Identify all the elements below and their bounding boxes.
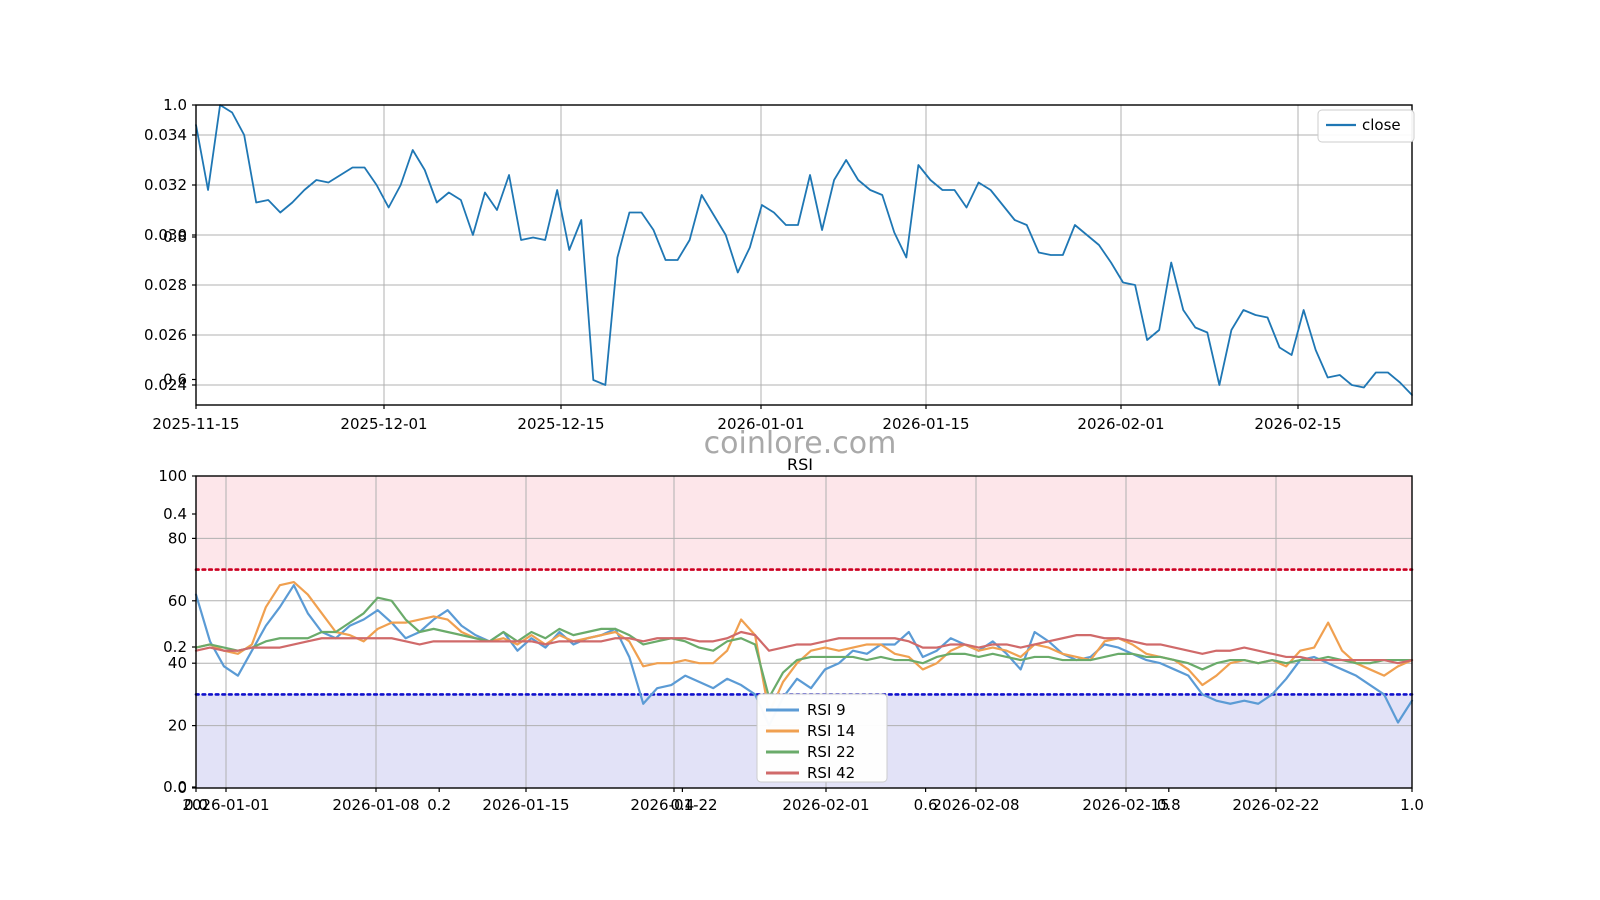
rsi-y-tick-label: 80 bbox=[168, 529, 187, 547]
rsi-y-tick-label: 40 bbox=[168, 654, 187, 672]
rsi-y-axis-ticks: 0 20 40 60 80 100 bbox=[158, 467, 196, 797]
rsi-plot-border bbox=[195, 475, 1413, 789]
price-x-tick-label: 2025-11-15 bbox=[152, 415, 239, 433]
rsi-y-tick-label: 0 bbox=[177, 779, 187, 797]
rsi-threshold-bands bbox=[196, 476, 1412, 788]
rsi-y-axis-ticks-secondary: 0.4 0.2 0.0 bbox=[163, 505, 196, 796]
legend-box[interactable] bbox=[1317, 109, 1415, 143]
rsi-y-tick-label: 20 bbox=[168, 717, 187, 735]
price-plot-border bbox=[195, 104, 1413, 406]
legend-label-close: close bbox=[1362, 116, 1401, 134]
rsi-x-axis-ticks: 2026-01-01 2026-01-08 2026-01-15 2026-01-22… bbox=[182, 788, 1320, 814]
rsi-x-tick-label: 2026-02-15 bbox=[1082, 796, 1169, 814]
price-y-axis-ticks: 0.024 0.026 0.028 0.030 0.032 0.034 bbox=[144, 126, 196, 394]
rsi-x-tick-label: 2026-02-01 bbox=[782, 796, 869, 814]
price-y-tick-label-secondary: 1.0 bbox=[163, 96, 187, 114]
rsi-x-tick-label: 2026-01-15 bbox=[482, 796, 569, 814]
rsi-line-rsi-42 bbox=[194, 630, 1414, 665]
rsi-x-tick-label: 2026-02-22 bbox=[1232, 796, 1319, 814]
price-line-close bbox=[195, 104, 1413, 396]
rsi-x-tick-label-secondary: 0.6 bbox=[914, 796, 938, 814]
price-y-tick-label-secondary: 0.6 bbox=[163, 371, 187, 389]
rsi-legend[interactable]: RSI 9 RSI 14 RSI 22 RSI 42 bbox=[756, 693, 888, 783]
price-x-tick-label: 2026-02-15 bbox=[1254, 415, 1341, 433]
rsi-y-tick-label-secondary: 0.4 bbox=[163, 505, 187, 523]
rsi-y-tick-label: 60 bbox=[168, 592, 187, 610]
price-y-tick-label: 0.034 bbox=[144, 126, 187, 144]
rsi-series-lines bbox=[194, 580, 1414, 727]
rsi-x-tick-label-secondary: 0.0 bbox=[184, 796, 208, 814]
price-x-tick-label: 2026-02-01 bbox=[1077, 415, 1164, 433]
rsi-x-tick-label: 2026-01-01 bbox=[182, 796, 269, 814]
price-x-tick-label: 2026-01-15 bbox=[882, 415, 969, 433]
price-y-axis-ticks-secondary: 0.6 0.8 1.0 bbox=[163, 96, 196, 389]
price-panel: 0.024 0.026 0.028 0.030 0.032 0.034 0.6 0.8 1.0… bbox=[144, 96, 1415, 433]
watermark: coinlore.com bbox=[704, 426, 897, 461]
price-plot-background bbox=[196, 105, 1412, 405]
band-overbought bbox=[196, 476, 1412, 570]
rsi-y-tick-label-secondary: 0.2 bbox=[163, 638, 187, 656]
price-y-tick-label: 0.024 bbox=[144, 376, 187, 394]
legend-label-rsi-42: RSI 42 bbox=[807, 764, 855, 782]
rsi-x-tick-label: 2026-02-08 bbox=[932, 796, 1019, 814]
rsi-x-tick-label: 2026-01-08 bbox=[332, 796, 419, 814]
rsi-x-axis-ticks-secondary: 0.0 0.2 0.4 0.6 0.8 1.0 bbox=[184, 788, 1424, 814]
price-y-tick-label: 0.032 bbox=[144, 176, 187, 194]
price-y-tick-label: 0.030 bbox=[144, 226, 187, 244]
rsi-x-tick-label-secondary: 0.8 bbox=[1157, 796, 1181, 814]
price-x-tick-label: 2025-12-15 bbox=[517, 415, 604, 433]
rsi-x-tick-label-secondary: 0.4 bbox=[670, 796, 694, 814]
price-y-tick-label: 0.028 bbox=[144, 276, 187, 294]
legend-label-rsi-14: RSI 14 bbox=[807, 722, 855, 740]
rsi-x-tick-label: 2026-01-22 bbox=[630, 796, 717, 814]
rsi-x-tick-label-secondary: 1.0 bbox=[1400, 796, 1424, 814]
rsi-line-rsi-22 bbox=[194, 596, 1414, 699]
rsi-panel-title: RSI bbox=[787, 455, 813, 474]
price-y-tick-label: 0.026 bbox=[144, 326, 187, 344]
price-gridlines bbox=[195, 105, 1412, 405]
legend-box[interactable] bbox=[756, 693, 888, 783]
legend-label-rsi-9: RSI 9 bbox=[807, 701, 846, 719]
price-y-tick-label-secondary: 0.8 bbox=[163, 228, 187, 246]
price-series-lines bbox=[195, 104, 1413, 396]
price-legend[interactable]: close bbox=[1317, 109, 1415, 143]
rsi-y-tick-label: 100 bbox=[158, 467, 187, 485]
price-x-axis-ticks: 2025-11-15 2025-12-01 2025-12-15 2026-01-01… bbox=[152, 405, 1342, 433]
rsi-y-tick-label-secondary: 0.0 bbox=[163, 778, 187, 796]
rsi-line-rsi-14 bbox=[194, 580, 1414, 715]
price-x-tick-label: 2025-12-01 bbox=[340, 415, 427, 433]
price-x-tick-label: 2026-01-01 bbox=[717, 415, 804, 433]
legend-label-rsi-22: RSI 22 bbox=[807, 743, 855, 761]
rsi-x-tick-label-secondary: 0.2 bbox=[427, 796, 451, 814]
rsi-line-rsi-9 bbox=[194, 584, 1414, 727]
